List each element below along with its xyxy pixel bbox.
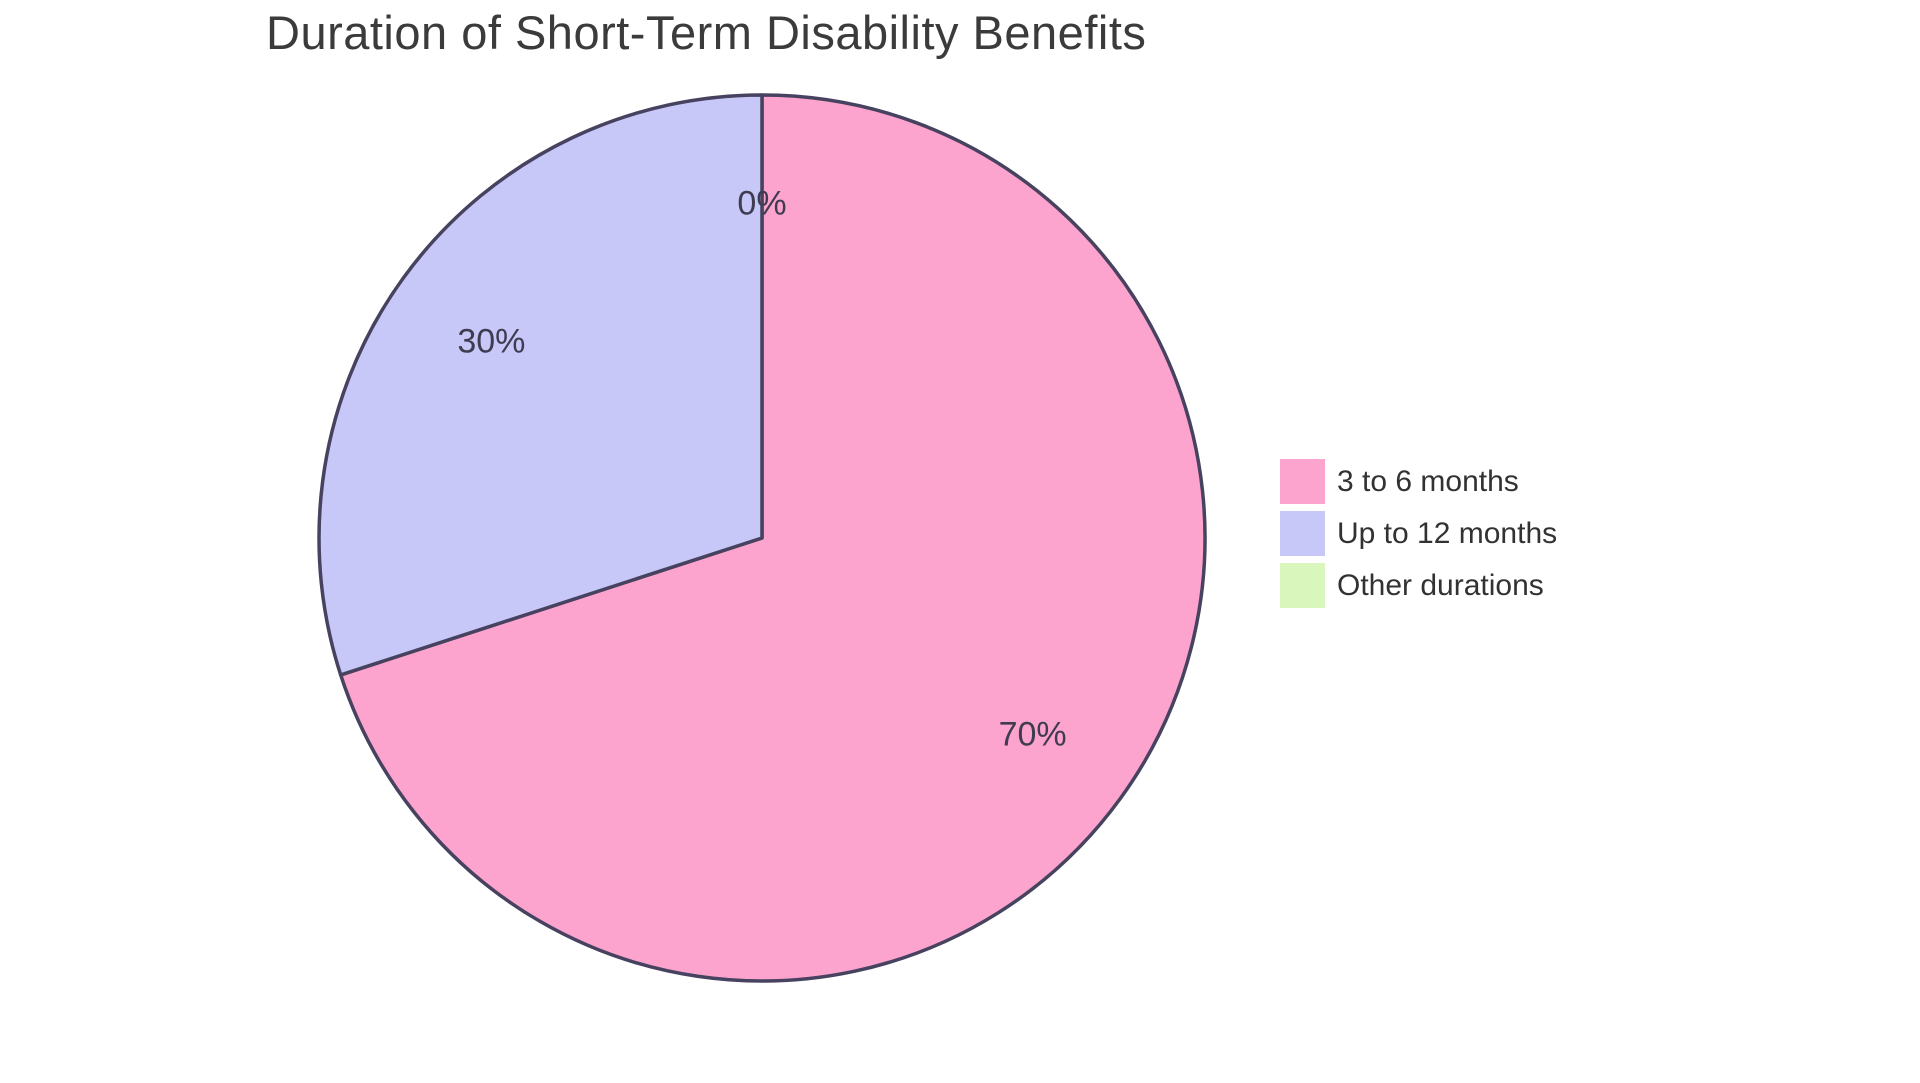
chart-title: Duration of Short-Term Disability Benefi… [266,6,1147,59]
pie-slice-1[interactable] [317,93,764,677]
legend: 3 to 6 months Up to 12 months Other dura… [1280,459,1557,608]
slice-percent-label: 0% [737,185,786,223]
legend-item[interactable]: Up to 12 months [1280,511,1557,556]
slice-percent-label: 30% [457,322,525,360]
slice-percent-label: 70% [999,716,1067,754]
legend-swatch [1280,459,1325,504]
legend-item[interactable]: Other durations [1280,563,1557,608]
legend-item[interactable]: 3 to 6 months [1280,459,1557,504]
pie-slice-0[interactable] [338,93,1207,983]
legend-label: Up to 12 months [1337,517,1558,550]
legend-label: 3 to 6 months [1337,465,1519,498]
legend-label: Other durations [1337,569,1544,602]
legend-swatch [1280,563,1325,608]
legend-swatch [1280,511,1325,556]
